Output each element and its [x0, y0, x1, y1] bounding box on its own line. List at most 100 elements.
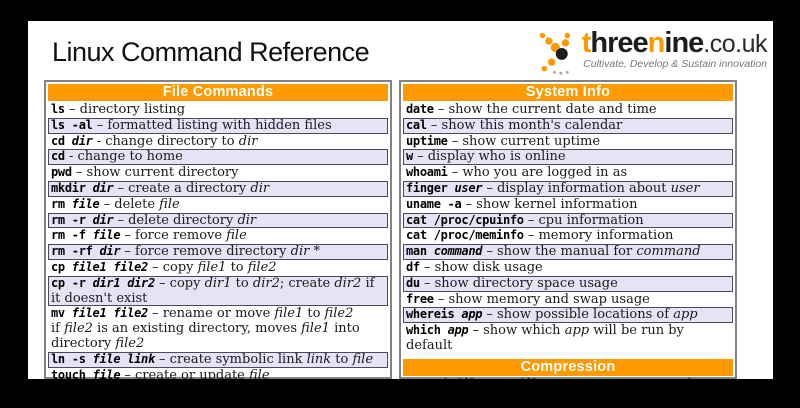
command-text: man command [406, 244, 483, 259]
command-text: which app [406, 323, 469, 338]
command-row: mv file1 file2 – rename or move file1 to… [48, 306, 388, 351]
command-description: – show this month's calendar [426, 117, 623, 133]
command-description: – show the manual for command [482, 244, 701, 260]
command-description: – show the current date and time [433, 102, 657, 117]
cheatsheet-page: Linux Command Reference threenine.co.uk … [28, 21, 773, 379]
command-description: – show current directory [71, 165, 239, 181]
command-row: cat /proc/cpuinfo – cpu information [403, 212, 733, 229]
logo-text-block: threenine.co.uk Cultivate, Develop & Sus… [582, 27, 768, 70]
command-row: cd - change to home [48, 149, 388, 166]
command-text: cp file1 file2 [51, 259, 148, 274]
command-row: w – display who is online [403, 149, 733, 166]
command-description: – show memory and swap usage [433, 291, 650, 307]
command-text: ls -al [51, 117, 93, 132]
command-row: date – show the current date and time [403, 102, 733, 118]
command-description: – formatted listing with hidden files [92, 117, 332, 133]
command-row: ls -al – formatted listing with hidden f… [48, 117, 388, 134]
command-text: mv file1 file2 [51, 306, 148, 321]
command-row: touch file – create or update file [48, 368, 388, 379]
command-text: date [406, 102, 434, 116]
command-text: df [406, 259, 420, 274]
brand-segment: n [647, 27, 666, 59]
command-description: – show kernel information [461, 196, 638, 212]
page-title: Linux Command Reference [52, 37, 370, 67]
command-description: – memory information [523, 228, 674, 244]
command-description: – delete file [99, 196, 180, 212]
threenine-logo-mark-icon [539, 32, 570, 75]
command-text: cd dir [51, 133, 93, 148]
command-description: – create a directory dir [113, 180, 270, 196]
command-description: – show directory space usage [419, 275, 618, 291]
command-description: – create a tar named file.tar containing… [406, 377, 692, 379]
command-row: finger user – display information about … [403, 180, 733, 197]
command-description: – show disk usage [419, 259, 543, 275]
command-text: uname -a [406, 196, 462, 211]
system-info-compression-table: System Info date – show the current date … [399, 80, 737, 379]
command-row: cp -r dir1 dir2 – copy dir1 to dir2; cre… [48, 275, 388, 307]
command-row: pwd – show current directory [48, 165, 388, 181]
command-row: tar cf file.tar files – create a tar nam… [403, 377, 733, 379]
command-text: mkdir dir [51, 180, 114, 195]
brand-wordmark: threenine.co.uk [582, 27, 768, 60]
command-description: – display who is online [412, 149, 566, 165]
command-text: finger user [406, 180, 483, 195]
command-description: – create or update file [120, 367, 270, 379]
command-row: whoami – who you are logged in as [403, 165, 733, 181]
command-text: w [406, 149, 413, 164]
command-text: tar cf file.tar files [406, 377, 552, 379]
command-text: cat /proc/cpuinfo [406, 212, 524, 227]
command-text: du [406, 275, 420, 290]
section-header: System Info [403, 84, 733, 101]
command-text: rm -r dir [51, 212, 114, 227]
command-text: ls [51, 102, 65, 116]
command-row: ln -s file link – create symbolic link l… [48, 351, 388, 368]
command-description: – cpu information [523, 212, 644, 228]
command-text: cp -r dir1 dir2 [51, 275, 155, 290]
command-row: df – show disk usage [403, 260, 733, 276]
command-row: rm file – delete file [48, 197, 388, 213]
command-description: – directory listing [64, 102, 186, 117]
command-description: – display information about user [482, 180, 700, 196]
command-row: cp file1 file2 – copy file1 to file2 [48, 260, 388, 276]
threenine-logo: threenine.co.uk Cultivate, Develop & Sus… [536, 27, 767, 77]
command-description: – delete directory dir [113, 212, 257, 228]
command-row: which app – show which app will be run b… [403, 323, 733, 354]
file-commands-table: File Commands ls – directory listing ls -a… [44, 80, 392, 379]
command-row: man command – show the manual for comman… [403, 244, 733, 260]
command-description: – who you are logged in as [447, 165, 628, 181]
command-row: cat /proc/meminfo – memory information [403, 228, 733, 244]
command-text: rm file [51, 196, 100, 211]
command-description: – create symbolic link link to file [154, 351, 374, 367]
command-description: – show which app will be run by default [406, 323, 684, 353]
command-row: mkdir dir – create a directory dir [48, 180, 388, 197]
command-text: whoami [406, 165, 448, 180]
command-text: free [406, 291, 434, 306]
command-text: cd [51, 149, 65, 164]
command-text: pwd [51, 165, 72, 180]
command-description: - change to home [64, 149, 183, 165]
command-row: rm -r dir – delete directory dir [48, 212, 388, 229]
command-row: cal – show this month's calendar [403, 117, 733, 134]
command-text: cal [406, 117, 427, 132]
command-description: – rename or move file1 to file2 if file2 … [51, 306, 360, 351]
command-description: – show possible locations of app [482, 307, 698, 323]
section-header: File Commands [48, 84, 388, 101]
command-text: cat /proc/meminfo [406, 228, 524, 243]
command-text: rm -rf dir [51, 244, 121, 259]
brand-segment: ine [664, 27, 704, 59]
command-row: du – show directory space usage [403, 275, 733, 292]
brand-tagline: Cultivate, Develop & Sustain innovation [583, 58, 767, 70]
command-row: rm -f file – force remove file [48, 228, 388, 244]
command-text: touch file [51, 367, 121, 379]
command-text: uptime [406, 133, 448, 148]
command-description: – copy dir1 to dir2; create dir2 if it d… [51, 275, 375, 306]
command-row: rm -rf dir – force remove directory dir … [48, 244, 388, 260]
command-row: whereis app – show possible locations of… [403, 307, 733, 324]
section-header: Compression [403, 358, 733, 376]
brand-segment: hree [590, 27, 648, 59]
command-text: whereis app [406, 307, 483, 322]
command-text: rm -f file [51, 228, 121, 243]
command-row: free – show memory and swap usage [403, 292, 733, 308]
command-row: cd dir - change directory to dir [48, 134, 388, 150]
